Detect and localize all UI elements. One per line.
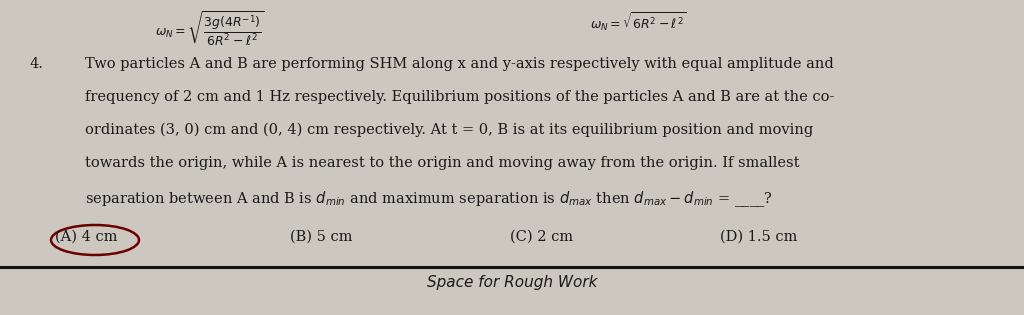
Text: Space for Rough Work: Space for Rough Work (427, 275, 597, 290)
Text: $\omega_N = \sqrt{\dfrac{3g(4R^{-1})}{6R^2 - \ell^2}}$: $\omega_N = \sqrt{\dfrac{3g(4R^{-1})}{6R… (155, 10, 265, 49)
Text: (D) 1.5 cm: (D) 1.5 cm (720, 230, 798, 244)
Text: towards the origin, while A is nearest to the origin and moving away from the or: towards the origin, while A is nearest t… (85, 156, 800, 170)
Text: (A) 4 cm: (A) 4 cm (55, 230, 118, 244)
Text: 4.: 4. (30, 57, 44, 71)
Text: (C) 2 cm: (C) 2 cm (510, 230, 573, 244)
Text: $\omega_N = \sqrt{6R^2 - \ell^2}$: $\omega_N = \sqrt{6R^2 - \ell^2}$ (590, 10, 686, 33)
Text: frequency of 2 cm and 1 Hz respectively. Equilibrium positions of the particles : frequency of 2 cm and 1 Hz respectively.… (85, 90, 835, 104)
Text: ordinates (3, 0) cm and (0, 4) cm respectively. At t = 0, B is at its equilibriu: ordinates (3, 0) cm and (0, 4) cm respec… (85, 123, 813, 137)
Text: Two particles A and B are performing SHM along x and y-axis respectively with eq: Two particles A and B are performing SHM… (85, 57, 834, 71)
Text: separation between A and B is $d_{min}$ and maximum separation is $d_{max}$ then: separation between A and B is $d_{min}$ … (85, 189, 773, 209)
Text: (B) 5 cm: (B) 5 cm (290, 230, 352, 244)
